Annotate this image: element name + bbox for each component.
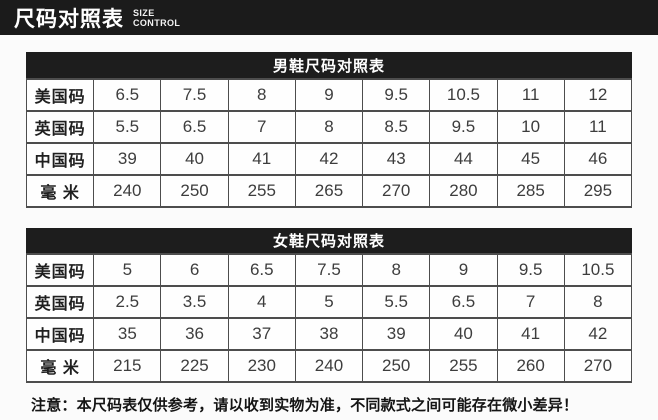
size-cell: 295 (563, 173, 633, 208)
size-cell: 41 (496, 317, 565, 351)
size-cell: 35 (93, 317, 162, 351)
size-cell: 10.5 (563, 253, 633, 287)
page-title: 尺码对照表 (14, 7, 124, 31)
size-cell: 7.5 (294, 253, 364, 287)
size-cell: 39 (362, 317, 431, 351)
size-cell: 10 (496, 109, 565, 144)
row-label: 中国码 (25, 317, 95, 351)
size-cell: 8 (227, 77, 296, 112)
size-cell: 11 (563, 109, 633, 144)
size-cell: 6.5 (227, 253, 296, 287)
size-cell: 6 (160, 253, 229, 287)
size-cell: 5 (93, 253, 162, 287)
size-cell: 42 (294, 141, 364, 176)
table-row: 中国码 35 36 37 38 39 40 41 42 (25, 317, 633, 351)
size-cell: 265 (294, 173, 364, 208)
row-label: 毫 米 (25, 349, 95, 383)
size-cell: 42 (563, 317, 633, 351)
row-label: 美国码 (25, 253, 95, 287)
womens-size-table: 女鞋尺码对照表 美国码 5 6 6.5 7.5 8 9 9.5 10.5 英国码 2.5 3.5 4 5 5… (25, 227, 633, 383)
size-cell: 270 (362, 173, 431, 208)
size-cell: 43 (362, 141, 431, 176)
size-cell: 9 (294, 77, 364, 112)
size-cell: 2.5 (93, 285, 162, 319)
size-cell: 285 (496, 173, 565, 208)
size-cell: 250 (362, 349, 431, 383)
size-cell: 9.5 (362, 77, 431, 112)
row-label: 毫 米 (25, 173, 95, 208)
size-cell: 240 (294, 349, 364, 383)
header-subtitle: SIZE CONTROL (133, 8, 181, 29)
size-cell: 7.5 (160, 77, 229, 112)
size-cell: 44 (429, 141, 498, 176)
size-cell: 9.5 (496, 253, 565, 287)
size-cell: 38 (294, 317, 364, 351)
mens-table-body: 美国码 6.5 7.5 8 9 9.5 10.5 11 12 英国码 5.5 6.5 7 8 8.5 9.5 1… (25, 77, 633, 208)
size-cell: 45 (496, 141, 565, 176)
table-row: 英国码 2.5 3.5 4 5 5.5 6.5 7 8 (25, 285, 633, 319)
footer-note: 注意：本尺码表仅供参考，请以收到实物为准，不同款式之间可能存在微小差异！ (31, 397, 579, 414)
size-cell: 6.5 (93, 77, 162, 112)
size-cell: 11 (496, 77, 565, 112)
page-content: 男鞋尺码对照表 美国码 6.5 7.5 8 9 9.5 10.5 11 12 英国码 5.5 6.5 7… (0, 52, 658, 415)
size-cell: 36 (160, 317, 229, 351)
header-subtitle-line2: CONTROL (133, 18, 181, 28)
size-cell: 5.5 (93, 109, 162, 144)
header-subtitle-line1: SIZE (133, 8, 155, 19)
row-label: 中国码 (25, 141, 95, 176)
size-cell: 5 (294, 285, 364, 319)
size-cell: 9 (429, 253, 498, 287)
table-row: 英国码 5.5 6.5 7 8 8.5 9.5 10 11 (25, 109, 633, 144)
size-cell: 7 (227, 109, 296, 144)
size-cell: 40 (429, 317, 498, 351)
size-cell: 260 (496, 349, 565, 383)
size-cell: 40 (160, 141, 229, 176)
size-cell: 215 (93, 349, 162, 383)
size-cell: 7 (496, 285, 565, 319)
size-cell: 39 (93, 141, 162, 176)
size-cell: 255 (429, 349, 498, 383)
womens-table-title: 女鞋尺码对照表 (26, 227, 632, 255)
header-bar: 尺码对照表 SIZE CONTROL (0, 0, 658, 35)
womens-table-body: 美国码 5 6 6.5 7.5 8 9 9.5 10.5 英国码 2.5 3.5 4 5 5.5 6.5 7 8 中… (25, 253, 633, 383)
size-cell: 8.5 (362, 109, 431, 144)
size-cell: 8 (362, 253, 431, 287)
size-cell: 230 (227, 349, 296, 383)
size-cell: 10.5 (429, 77, 498, 112)
size-cell: 4 (227, 285, 296, 319)
table-row: 毫 米 240 250 255 265 270 280 285 295 (25, 173, 633, 208)
size-cell: 225 (160, 349, 229, 383)
size-cell: 270 (563, 349, 633, 383)
size-cell: 250 (160, 173, 229, 208)
mens-table-title: 男鞋尺码对照表 (26, 52, 632, 79)
size-cell: 41 (227, 141, 296, 176)
size-cell: 6.5 (429, 285, 498, 319)
size-cell: 255 (227, 173, 296, 208)
table-row: 美国码 5 6 6.5 7.5 8 9 9.5 10.5 (25, 253, 633, 287)
size-cell: 12 (563, 77, 633, 112)
table-row: 毫 米 215 225 230 240 250 255 260 270 (25, 349, 633, 383)
size-cell: 6.5 (160, 109, 229, 144)
size-cell: 5.5 (362, 285, 431, 319)
size-cell: 9.5 (429, 109, 498, 144)
row-label: 英国码 (25, 285, 95, 319)
size-cell: 3.5 (160, 285, 229, 319)
size-cell: 8 (563, 285, 633, 319)
row-label: 美国码 (25, 77, 95, 112)
size-cell: 280 (429, 173, 498, 208)
row-label: 英国码 (25, 109, 95, 144)
mens-size-table: 男鞋尺码对照表 美国码 6.5 7.5 8 9 9.5 10.5 11 12 英国码 5.5 6.5 7… (25, 52, 633, 208)
table-row: 中国码 39 40 41 42 43 44 45 46 (25, 141, 633, 176)
size-cell: 46 (563, 141, 633, 176)
table-row: 美国码 6.5 7.5 8 9 9.5 10.5 11 12 (25, 77, 633, 112)
size-cell: 37 (227, 317, 296, 351)
size-cell: 240 (93, 173, 162, 208)
size-cell: 8 (294, 109, 364, 144)
